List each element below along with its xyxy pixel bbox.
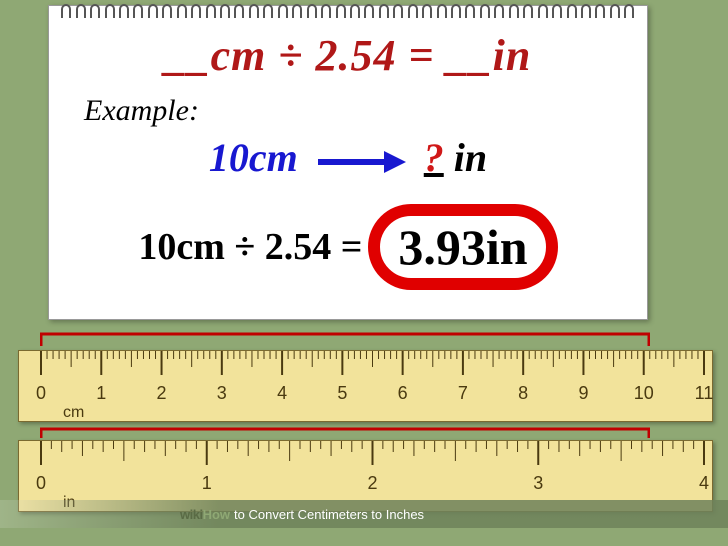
caption-text: to Convert Centimeters to Inches xyxy=(234,507,424,522)
caption-bar: wikiHow to Convert Centimeters to Inches xyxy=(0,500,728,528)
example-label: Example: xyxy=(84,94,199,128)
notepad: __cm ÷ 2.54 = __in Example: 10cm ? in 10… xyxy=(48,5,648,320)
svg-text:4: 4 xyxy=(277,383,287,403)
svg-text:6: 6 xyxy=(398,383,408,403)
svg-text:1: 1 xyxy=(96,383,106,403)
result-pill: 3.93in xyxy=(368,204,557,290)
svg-text:10: 10 xyxy=(634,383,654,403)
example-lhs: 10cm xyxy=(209,135,298,180)
svg-text:3: 3 xyxy=(217,383,227,403)
svg-text:7: 7 xyxy=(458,383,468,403)
brand-how: How xyxy=(203,507,230,522)
svg-text:2: 2 xyxy=(367,473,377,493)
svg-text:5: 5 xyxy=(337,383,347,403)
svg-text:0: 0 xyxy=(36,473,46,493)
ruler-cm: 0 1 2 3 4 5 6 7 8 9 10 11 cm xyxy=(18,350,713,422)
svg-text:4: 4 xyxy=(699,473,709,493)
bracket-cm xyxy=(40,330,650,350)
svg-text:8: 8 xyxy=(518,383,528,403)
example-rhs-unit: in xyxy=(444,135,487,180)
arrow-right-icon xyxy=(316,147,406,177)
svg-text:2: 2 xyxy=(157,383,167,403)
svg-text:cm: cm xyxy=(63,404,84,421)
spiral-binding xyxy=(49,4,647,22)
brand-wiki: wiki xyxy=(180,507,203,522)
svg-text:0: 0 xyxy=(36,383,46,403)
calc-lhs: 10cm ÷ 2.54 = xyxy=(138,225,362,269)
svg-text:3: 3 xyxy=(533,473,543,493)
bracket-in xyxy=(40,426,650,440)
svg-text:9: 9 xyxy=(578,383,588,403)
example-row: 10cm ? in xyxy=(49,134,647,181)
svg-text:1: 1 xyxy=(202,473,212,493)
question-mark: ? xyxy=(424,135,444,180)
example-rhs: ? in xyxy=(424,135,487,180)
formula-text: __cm ÷ 2.54 = __in xyxy=(49,30,647,81)
calculation-row: 10cm ÷ 2.54 = 3.93in xyxy=(49,204,647,290)
svg-text:11: 11 xyxy=(695,383,714,403)
